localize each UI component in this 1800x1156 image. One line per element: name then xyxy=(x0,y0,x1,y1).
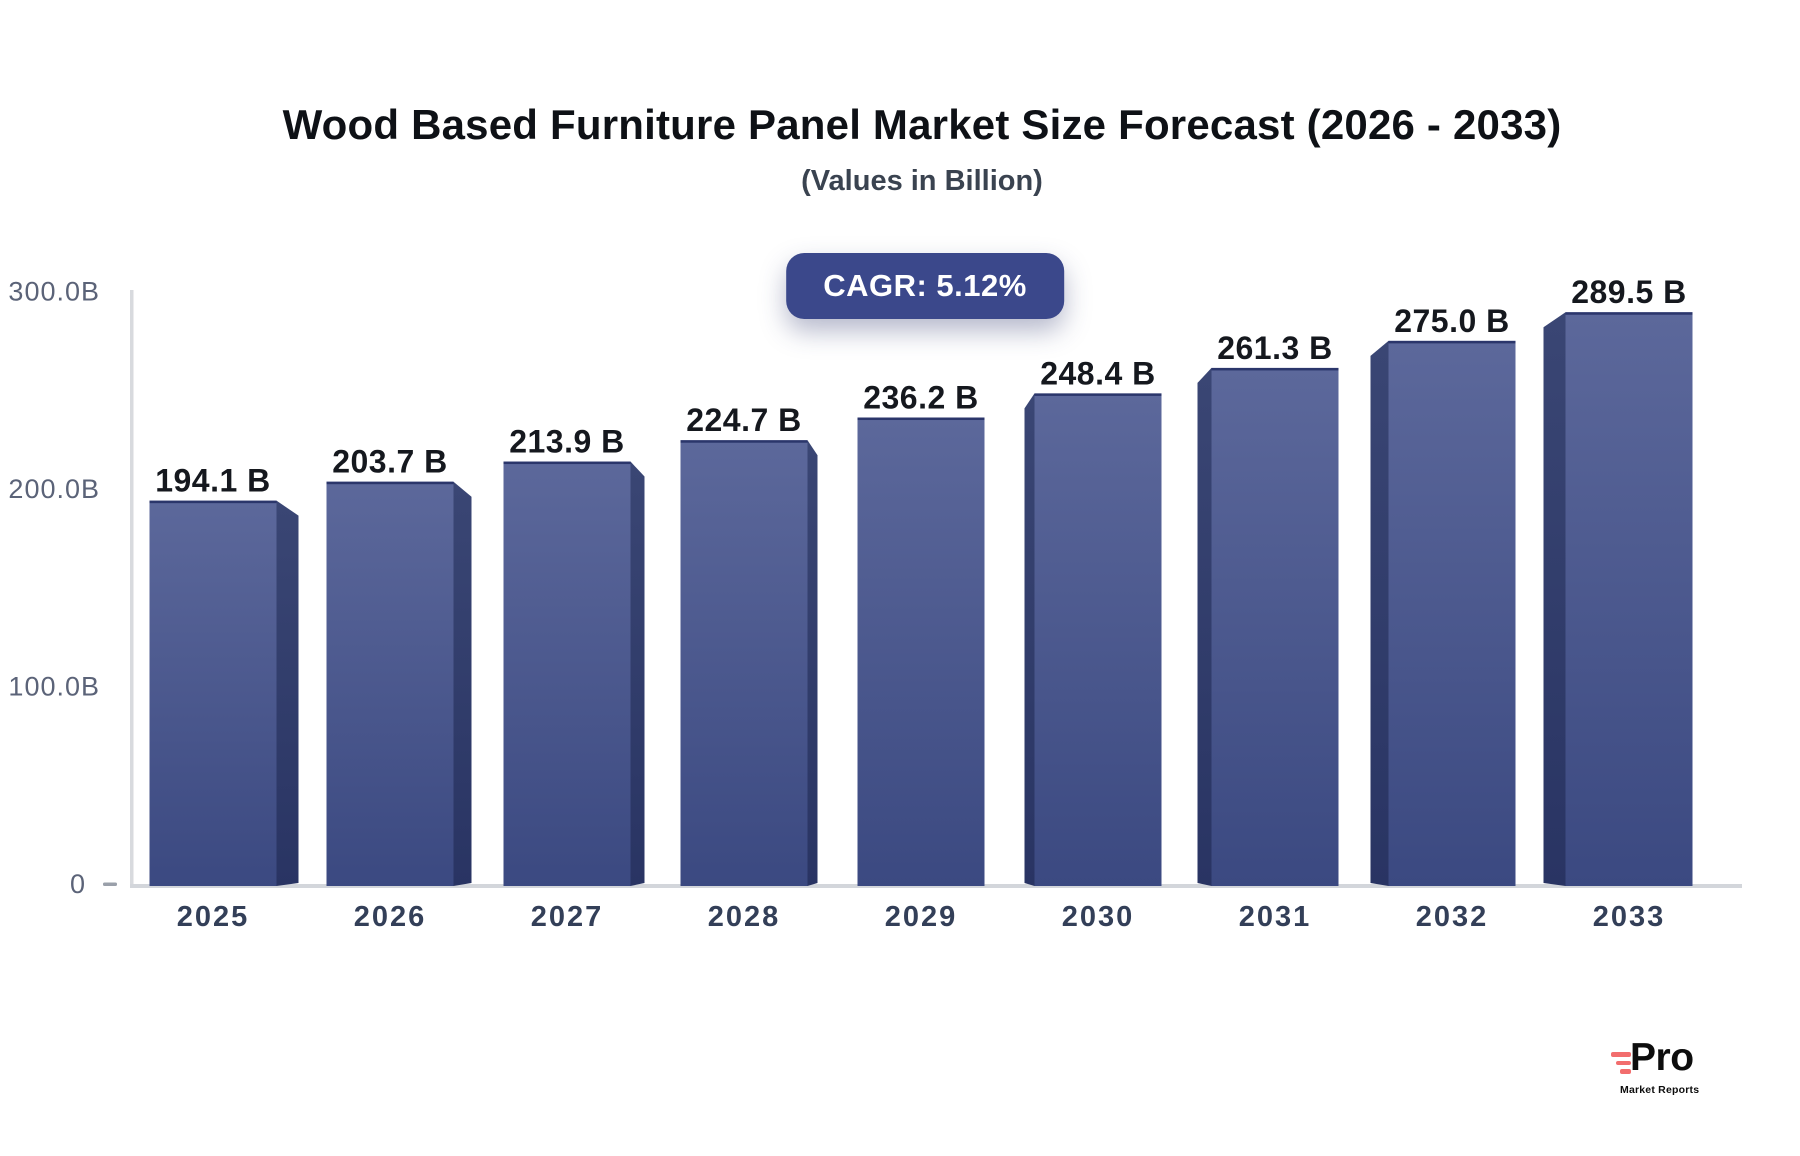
bar-top-edge xyxy=(857,417,985,421)
bar-top-edge xyxy=(149,500,277,504)
bar-side-face xyxy=(807,440,818,886)
x-tick-label: 2033 xyxy=(1593,901,1666,933)
y-tick-label: 200.0B xyxy=(8,474,100,504)
bar-2032: 275.0 B 2032 xyxy=(1370,303,1516,933)
x-tick-label: 2027 xyxy=(531,901,604,933)
bar-2031: 261.3 B 2031 xyxy=(1197,330,1339,933)
bar-side-face xyxy=(453,481,472,886)
logo-text: Pro xyxy=(1630,1036,1694,1079)
bar-top-edge xyxy=(503,461,631,465)
bar-2033: 289.5 B 2033 xyxy=(1543,274,1693,933)
y-axis-line xyxy=(130,290,134,888)
bar-2026: 203.7 B 2026 xyxy=(326,444,472,933)
bar-side-face xyxy=(1197,367,1212,886)
x-tick-label: 2029 xyxy=(885,901,958,933)
bar-top-edge xyxy=(1034,393,1162,396)
bar-side-face xyxy=(630,461,645,886)
logo-speed-lines-icon xyxy=(1611,1052,1631,1074)
bar-front-face xyxy=(1034,393,1162,886)
x-tick-label: 2031 xyxy=(1239,901,1312,933)
bar-front-face xyxy=(680,440,808,886)
x-tick-label: 2028 xyxy=(708,901,781,933)
bar-2029: 236.2 B 2029 xyxy=(857,380,985,933)
bar-side-face xyxy=(276,500,299,886)
bar-top-edge xyxy=(1211,367,1339,371)
bar-2025: 194.1 B 2025 xyxy=(149,463,299,933)
bar-value-label: 213.9 B xyxy=(509,424,625,460)
zero-tick-mark xyxy=(103,882,117,886)
bar-top-edge xyxy=(1388,340,1516,344)
bar-value-label: 248.4 B xyxy=(1040,355,1156,391)
bar-front-face xyxy=(149,500,277,886)
bar-top-edge xyxy=(1565,312,1693,315)
bar-2027: 213.9 B 2027 xyxy=(503,424,645,933)
bar-front-face xyxy=(1388,340,1516,886)
y-tick-label: 0 xyxy=(70,869,86,899)
bar-2028: 224.7 B 2028 xyxy=(680,402,818,933)
cagr-badge: CAGR: 5.12% xyxy=(786,253,1064,319)
bar-side-face xyxy=(1024,393,1035,886)
bar-value-label: 289.5 B xyxy=(1571,274,1687,310)
pro-market-reports-logo: Pro Market Reports xyxy=(1608,1036,1718,1108)
bar-value-label: 224.7 B xyxy=(686,402,802,438)
bar-front-face xyxy=(326,481,454,886)
chart-subtitle: (Values in Billion) xyxy=(801,165,1043,197)
bar-top-edge xyxy=(680,440,808,443)
bar-value-label: 236.2 B xyxy=(863,380,979,416)
bar-front-face xyxy=(1565,312,1693,886)
logo-subtext: Market Reports xyxy=(1620,1084,1700,1096)
bar-front-face xyxy=(503,461,631,886)
x-tick-label: 2030 xyxy=(1062,901,1135,933)
bar-value-label: 203.7 B xyxy=(332,444,448,480)
y-tick-label: 300.0B xyxy=(8,277,100,307)
bar-value-label: 261.3 B xyxy=(1217,330,1333,366)
chart-title: Wood Based Furniture Panel Market Size F… xyxy=(282,101,1562,148)
bar-value-label: 194.1 B xyxy=(155,463,271,499)
y-tick-label: 100.0B xyxy=(8,672,100,702)
x-tick-label: 2032 xyxy=(1416,901,1489,933)
bar-side-face xyxy=(1543,312,1566,886)
bar-front-face xyxy=(1211,367,1339,886)
bar-front-face xyxy=(857,417,985,886)
bar-top-edge xyxy=(326,481,454,485)
x-tick-label: 2026 xyxy=(354,901,427,933)
bar-side-face xyxy=(1370,340,1389,886)
bar-value-label: 275.0 B xyxy=(1394,303,1510,339)
x-tick-label: 2025 xyxy=(177,901,250,933)
bar-2030: 248.4 B 2030 xyxy=(1024,355,1162,933)
